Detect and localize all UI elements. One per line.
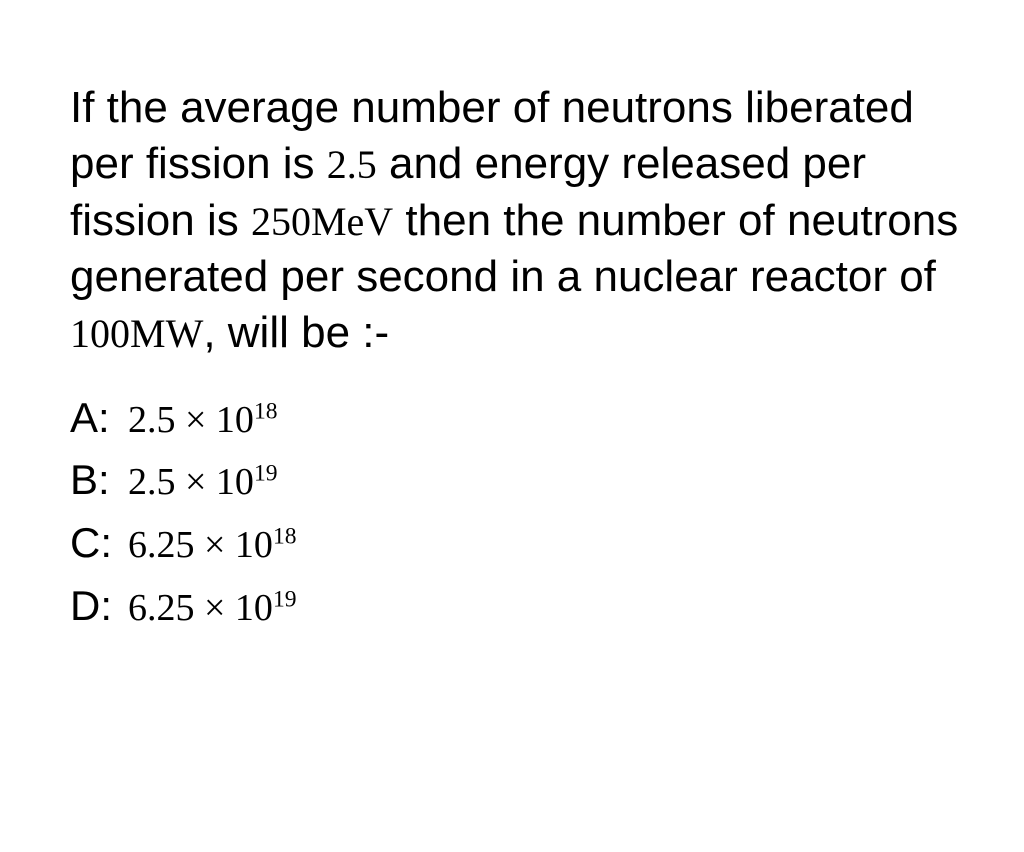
option-value: 6.25 × 1018 — [128, 520, 296, 571]
coef: 6.25 — [128, 587, 195, 629]
options-list: A: 2.5 × 1018 B: 2.5 × 1019 C: 6.25 × 10… — [70, 390, 964, 635]
exp: 19 — [273, 586, 297, 612]
option-letter: D: — [70, 578, 128, 635]
q-value-power: 100MW — [70, 311, 203, 356]
option-d[interactable]: D: 6.25 × 1019 — [70, 578, 964, 635]
q-value-neutrons: 2.5 — [327, 142, 377, 187]
exp: 19 — [254, 461, 278, 487]
coef: 6.25 — [128, 524, 195, 566]
exp: 18 — [273, 523, 297, 549]
times: × 10 — [176, 399, 254, 441]
times: × 10 — [176, 461, 254, 503]
q-value-energy: 250MeV — [251, 199, 393, 244]
option-letter: A: — [70, 390, 128, 447]
option-value: 6.25 × 1019 — [128, 583, 296, 634]
option-letter: B: — [70, 452, 128, 509]
coef: 2.5 — [128, 399, 176, 441]
q-text-4: , will be :- — [203, 308, 389, 357]
times: × 10 — [195, 524, 273, 566]
option-b[interactable]: B: 2.5 × 1019 — [70, 452, 964, 509]
question-stem: If the average number of neutrons libera… — [70, 80, 964, 362]
option-a[interactable]: A: 2.5 × 1018 — [70, 390, 964, 447]
exp: 18 — [254, 398, 278, 424]
option-c[interactable]: C: 6.25 × 1018 — [70, 515, 964, 572]
option-value: 2.5 × 1018 — [128, 395, 277, 446]
question-page: If the average number of neutrons libera… — [0, 0, 1024, 634]
option-value: 2.5 × 1019 — [128, 457, 277, 508]
times: × 10 — [195, 587, 273, 629]
coef: 2.5 — [128, 461, 176, 503]
option-letter: C: — [70, 515, 128, 572]
